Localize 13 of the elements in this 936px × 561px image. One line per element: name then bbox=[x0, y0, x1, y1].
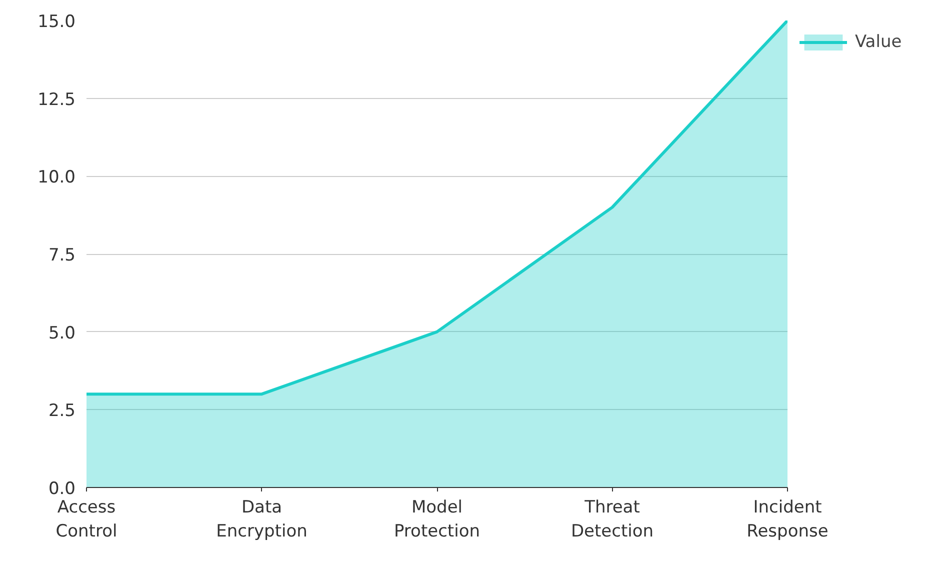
x-tick-label: Access Control bbox=[56, 498, 118, 542]
y-tick-label: 7.5 bbox=[48, 246, 76, 266]
legend-label: Value bbox=[855, 32, 902, 52]
y-tick-label: 5.0 bbox=[48, 323, 76, 344]
x-tick-label: Incident Response bbox=[746, 498, 828, 542]
y-tick-label: 15.0 bbox=[38, 12, 76, 32]
y-tick-label: 0.0 bbox=[48, 479, 76, 499]
x-tick-label: Model Protection bbox=[394, 498, 480, 542]
x-tick-label: Threat Detection bbox=[570, 498, 654, 542]
x-tick-label: Data Encryption bbox=[216, 498, 308, 542]
y-tick-label: 12.5 bbox=[38, 90, 76, 110]
y-tick-label: 10.0 bbox=[38, 168, 76, 188]
y-tick-label: 2.5 bbox=[48, 401, 76, 422]
